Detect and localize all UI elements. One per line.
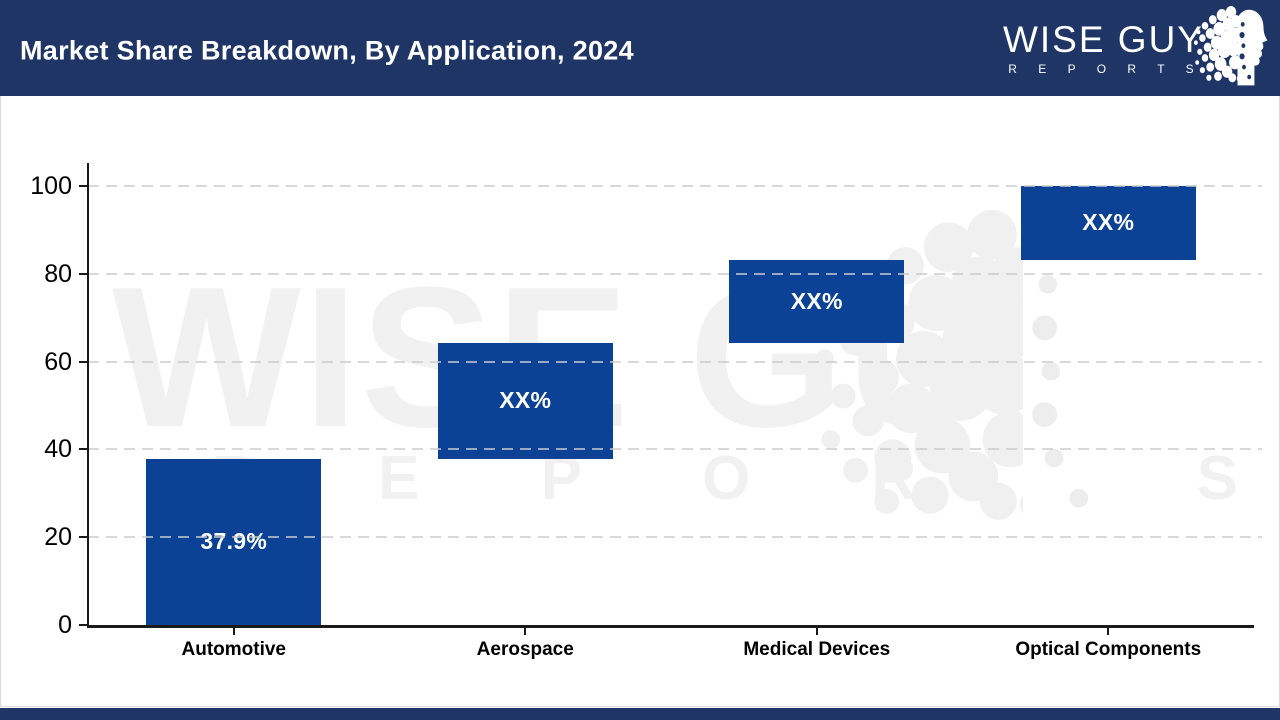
bar-automotive: 37.9% [146, 458, 322, 625]
x-tick-mark [815, 628, 818, 635]
y-tick-label-0: 0 [58, 611, 72, 639]
brand-wordmark: WISE GUY [1002, 18, 1204, 60]
x-axis-label-medical-devices: Medical Devices [743, 639, 891, 660]
header-bar: Market Share Breakdown, By Application, … [0, 0, 1280, 96]
y-tick-label-40: 40 [44, 435, 72, 464]
bar-value-label: XX% [790, 287, 843, 314]
x-tick-mark [1107, 628, 1110, 635]
x-axis-label-aerospace: Aerospace [476, 639, 574, 660]
gridline-40 [88, 448, 1262, 451]
y-tick-label-80: 80 [44, 259, 72, 288]
wiseguy-head-icon [1193, 6, 1268, 86]
brand-subtext: R E P O R T S [1008, 61, 1203, 76]
x-axis-label-optical-components: Optical Components [1015, 639, 1202, 660]
x-tick-mark [232, 628, 235, 635]
y-tick-mark-80 [79, 272, 88, 275]
bar-value-label: XX% [499, 387, 552, 414]
bar-value-label: 37.9% [200, 528, 268, 555]
gridline-80 [88, 272, 1262, 275]
x-axis-spine [87, 625, 1254, 628]
y-tick-mark-20 [79, 536, 88, 539]
y-tick-mark-60 [79, 360, 88, 363]
y-axis-spine [87, 163, 89, 628]
gridline-20 [88, 536, 1262, 539]
bar-optical-components: XX% [1020, 186, 1196, 260]
watermark-head-graphic [815, 210, 1166, 533]
y-tick-mark-0 [79, 624, 88, 626]
gridline-100 [88, 185, 1262, 187]
brand-logo: WISE GUY R E P O R T S [1003, 5, 1270, 91]
y-tick-label-20: 20 [44, 523, 72, 552]
x-axis-label-automotive: Automotive [181, 639, 287, 660]
y-tick-label-100: 100 [30, 172, 72, 200]
x-tick-mark [524, 628, 527, 635]
y-tick-label-60: 60 [44, 347, 72, 376]
gridline-60 [88, 360, 1262, 363]
bar-value-label: XX% [1082, 209, 1135, 236]
brand-wordmark-block: WISE GUY R E P O R T S [1003, 21, 1204, 76]
y-tick-mark-40 [79, 448, 88, 451]
footer-bar [0, 708, 1280, 720]
page-title: Market Share Breakdown, By Application, … [20, 35, 634, 66]
y-tick-mark-100 [79, 185, 88, 187]
